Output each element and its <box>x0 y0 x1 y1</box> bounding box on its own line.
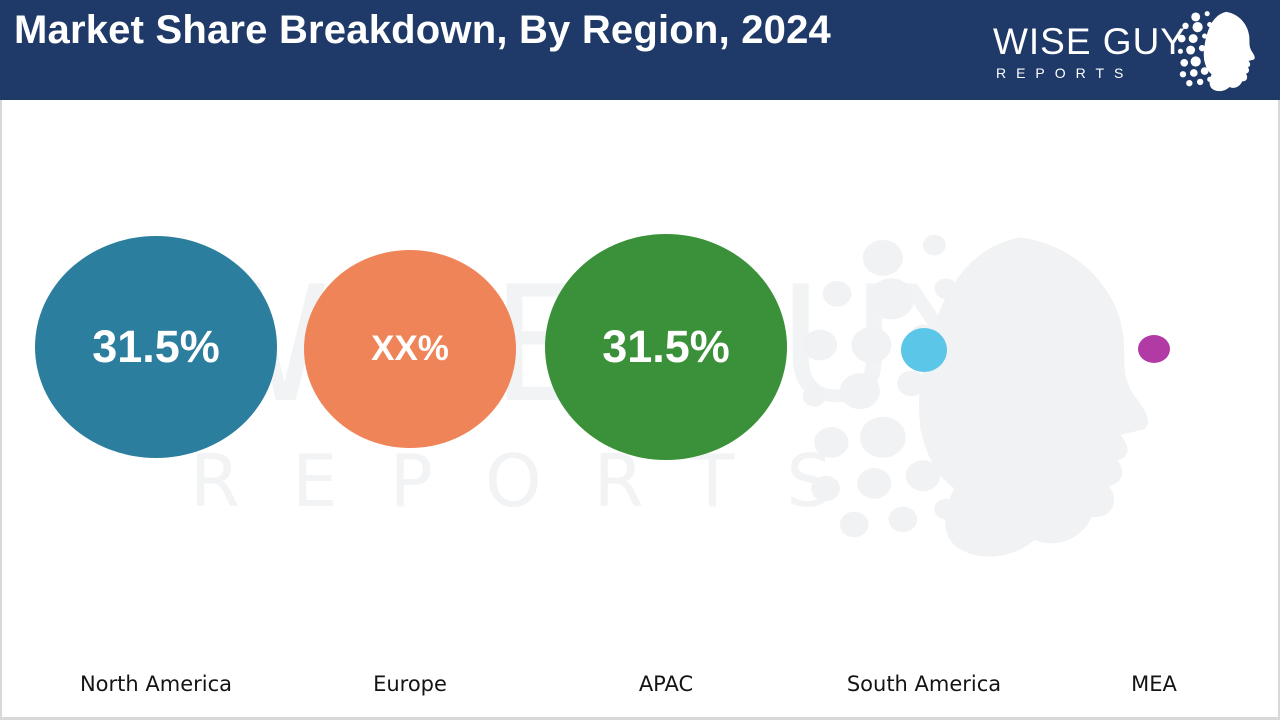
wiseguy-head-icon <box>1177 11 1255 92</box>
bubble-value-label: 31.5% <box>92 321 220 372</box>
page-title: Market Share Breakdown, By Region, 2024 <box>14 8 831 52</box>
watermark-subtitle: REPORTS <box>190 439 885 523</box>
bubble-apac: 31.5% <box>545 234 787 460</box>
label-mea: MEA <box>1131 672 1177 696</box>
logo-wordmark: WISE GUY <box>992 21 1186 62</box>
label-apac: APAC <box>638 672 694 696</box>
label-south-america: South America <box>846 672 1002 696</box>
logo-subtitle: REPORTS <box>995 65 1134 81</box>
bubble-north-america: 31.5% <box>35 236 277 458</box>
bubble-europe: XX% <box>304 250 516 448</box>
bubble-value-label: XX% <box>371 329 449 368</box>
bubble-value-label: 31.5% <box>602 321 730 372</box>
header: Market Share Breakdown, By Region, 2024 … <box>0 0 1280 100</box>
bubble-south-america <box>901 328 947 372</box>
bubble-mea <box>1138 335 1170 363</box>
wiseguy-logo-text: WISE GUY REPORTS <box>993 23 1186 81</box>
label-north-america: North America <box>79 672 233 696</box>
wiseguy-logo: WISE GUY REPORTS <box>993 10 1264 94</box>
watermark-head-icon <box>802 234 1149 557</box>
chart-area: WISE GUY REPORTS 31.5% XX% 31.5% North A… <box>0 100 1280 720</box>
label-europe: Europe <box>373 672 447 696</box>
